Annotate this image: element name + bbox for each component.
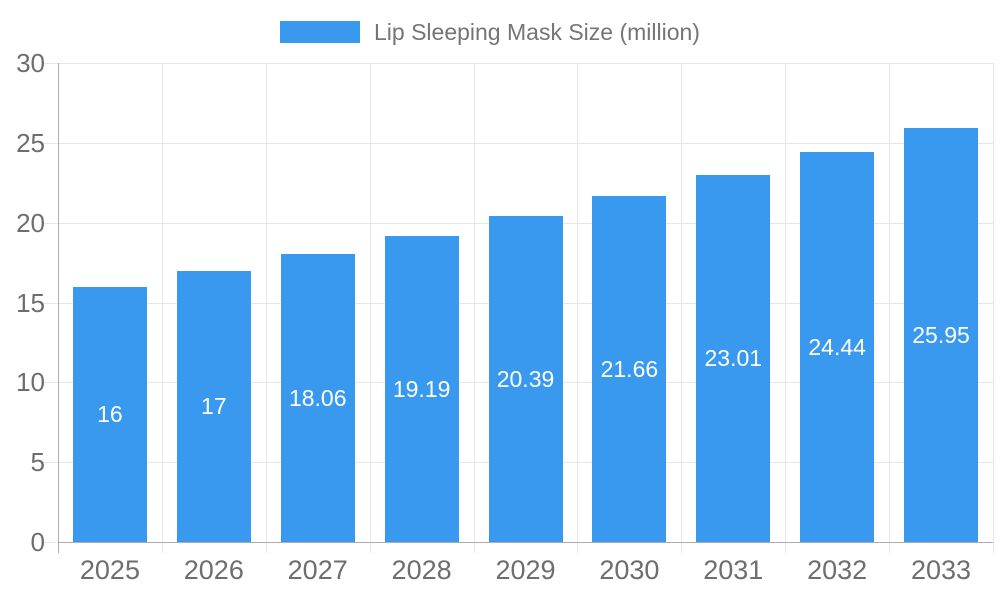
x-axis-baseline (58, 542, 993, 543)
bar-2027[interactable] (280, 253, 355, 542)
gridline-v-6 (681, 63, 683, 553)
y-tick-label-0: 0 (30, 527, 45, 557)
bar-2025[interactable] (72, 286, 147, 542)
x-tick-label-2028: 2028 (391, 555, 452, 585)
y-tick-label-25: 25 (16, 127, 45, 158)
bar-value-label-2026: 17 (201, 393, 227, 420)
bar-2030[interactable] (592, 196, 667, 542)
x-tick-label-2029: 2029 (495, 555, 556, 585)
y-axis-line (58, 63, 59, 553)
bar-value-label-2029: 20.39 (496, 366, 555, 393)
gridline-v-8 (889, 63, 891, 553)
bar-value-label-2028: 19.19 (392, 375, 451, 402)
gridline-v-5 (577, 63, 579, 553)
bar-value-label-2025: 16 (97, 401, 123, 428)
bar-2026[interactable] (176, 270, 251, 542)
bar-value-label-2033: 25.95 (912, 321, 970, 348)
bar-2033[interactable] (904, 127, 979, 542)
bar-value-label-2032: 24.44 (808, 333, 866, 360)
gridline-v-1 (161, 63, 163, 553)
gridline-h-30 (43, 63, 993, 64)
legend-label: Lip Sleeping Mask Size (million) (374, 19, 700, 45)
gridline-v-9 (993, 63, 994, 553)
x-tick-label-2026: 2026 (183, 555, 244, 585)
bar-2029[interactable] (488, 216, 563, 542)
y-tick-label-20: 20 (16, 207, 45, 238)
gridline-v-2 (265, 63, 267, 553)
x-tick-label-2033: 2033 (911, 555, 972, 585)
bar-2032[interactable] (800, 151, 875, 542)
gridline-v-4 (473, 63, 475, 553)
plot-area: 16 17 18.06 19.19 20.39 21.66 23.01 24.44 25.95 2… (16, 48, 994, 585)
bar-value-label-2031: 23.01 (704, 345, 763, 372)
gridline-v-3 (369, 63, 371, 553)
x-tick-label-2031: 2031 (703, 555, 764, 585)
x-tick-label-2025: 2025 (79, 555, 140, 585)
bar-2028[interactable] (384, 235, 459, 542)
y-tick-label-15: 15 (16, 287, 45, 318)
bar-value-label-2027: 18.06 (288, 384, 347, 411)
legend-swatch (280, 21, 360, 43)
x-tick-label-2032: 2032 (807, 555, 868, 585)
x-tick-label-2027: 2027 (287, 555, 348, 585)
gridline-v-7 (785, 63, 787, 553)
legend-item[interactable]: Lip Sleeping Mask Size (million) (280, 19, 700, 45)
x-tick-label-2030: 2030 (599, 555, 660, 585)
y-tick-label-10: 10 (16, 367, 45, 398)
gridline-h-25 (43, 142, 993, 144)
y-tick-label-30: 30 (16, 48, 45, 78)
bar-2031[interactable] (696, 174, 771, 542)
y-tick-label-5: 5 (30, 447, 45, 478)
bar-value-label-2030: 21.66 (600, 356, 659, 383)
